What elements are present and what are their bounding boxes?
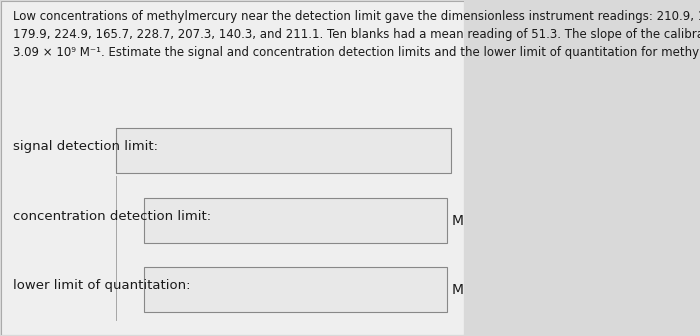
- FancyBboxPatch shape: [144, 198, 447, 243]
- Text: M: M: [452, 214, 464, 228]
- FancyBboxPatch shape: [116, 128, 452, 173]
- Text: M: M: [452, 283, 464, 297]
- Text: signal detection limit:: signal detection limit:: [13, 140, 158, 153]
- Text: lower limit of quantitation:: lower limit of quantitation:: [13, 279, 190, 292]
- Text: Low concentrations of methylmercury near the detection limit gave the dimensionl: Low concentrations of methylmercury near…: [13, 10, 700, 59]
- FancyBboxPatch shape: [144, 267, 447, 312]
- FancyBboxPatch shape: [1, 1, 463, 335]
- Text: concentration detection limit:: concentration detection limit:: [13, 210, 211, 223]
